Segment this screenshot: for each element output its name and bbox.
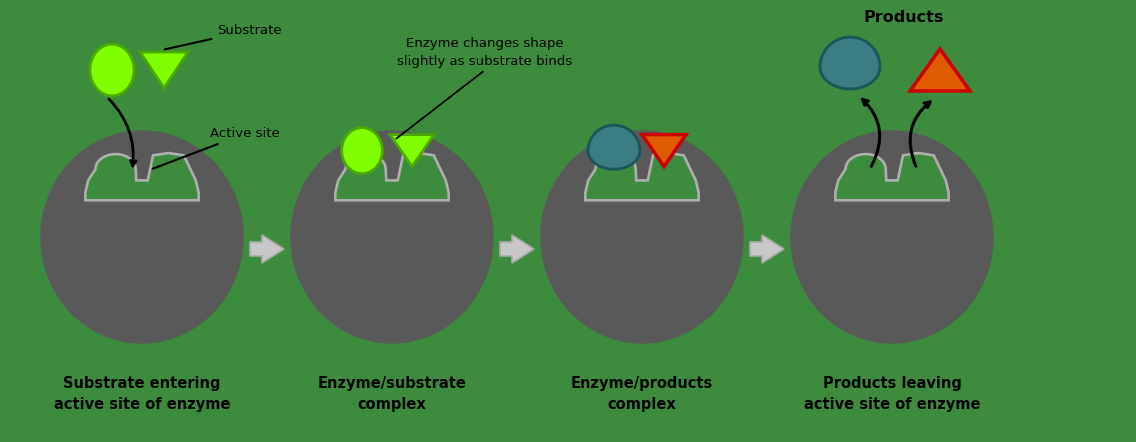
Text: Products leaving
active site of enzyme: Products leaving active site of enzyme xyxy=(804,376,980,412)
Polygon shape xyxy=(585,153,699,200)
Ellipse shape xyxy=(292,132,492,342)
Text: Enzyme/products
complex: Enzyme/products complex xyxy=(571,376,713,412)
Polygon shape xyxy=(835,153,949,200)
Ellipse shape xyxy=(792,132,992,342)
Ellipse shape xyxy=(542,132,742,342)
FancyArrow shape xyxy=(500,235,534,263)
FancyArrow shape xyxy=(750,235,784,263)
Polygon shape xyxy=(642,135,686,167)
Polygon shape xyxy=(390,135,434,167)
Polygon shape xyxy=(90,44,134,96)
Text: Substrate entering
active site of enzyme: Substrate entering active site of enzyme xyxy=(53,376,231,412)
Text: Substrate: Substrate xyxy=(165,24,282,50)
Polygon shape xyxy=(85,153,199,200)
Text: Products: Products xyxy=(863,9,944,24)
Polygon shape xyxy=(910,49,970,91)
Polygon shape xyxy=(588,125,640,169)
Polygon shape xyxy=(140,52,187,88)
Polygon shape xyxy=(820,37,880,89)
Polygon shape xyxy=(342,128,383,174)
FancyArrow shape xyxy=(250,235,284,263)
Text: Active site: Active site xyxy=(152,127,279,169)
Ellipse shape xyxy=(42,132,242,342)
Polygon shape xyxy=(335,153,449,200)
Text: Enzyme/substrate
complex: Enzyme/substrate complex xyxy=(318,376,467,412)
Text: Enzyme changes shape
slightly as substrate binds: Enzyme changes shape slightly as substra… xyxy=(398,37,573,68)
